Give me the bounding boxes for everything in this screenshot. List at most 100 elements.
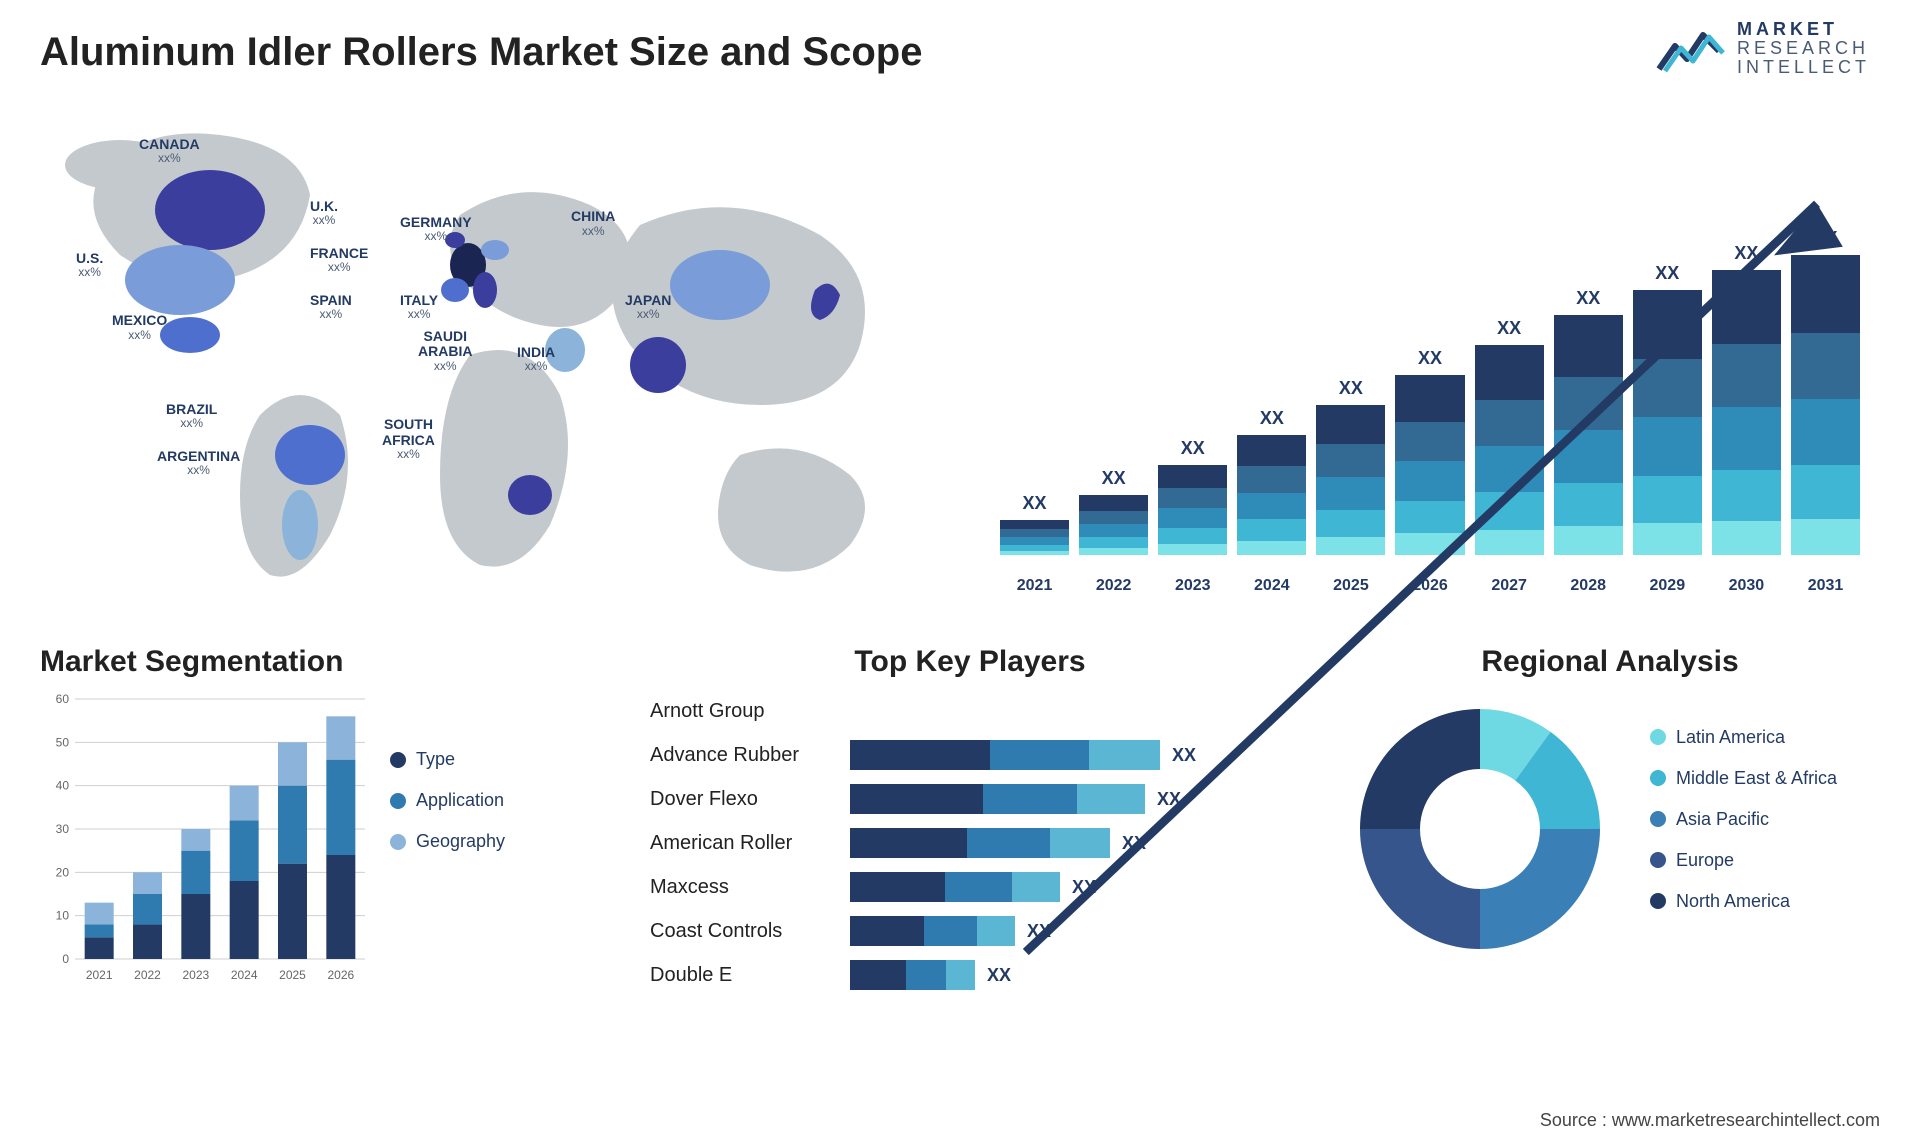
player-bar-segment: [1012, 872, 1060, 902]
growth-bar-value-label: XX: [1339, 378, 1363, 399]
map-label: JAPANxx%: [625, 293, 671, 322]
growth-bar-col: XX: [1554, 288, 1623, 555]
growth-bar-segment: [1554, 315, 1623, 377]
map-label: MEXICOxx%: [112, 313, 167, 342]
map-label: SPAINxx%: [310, 293, 352, 322]
svg-text:2022: 2022: [134, 968, 161, 982]
svg-text:60: 60: [56, 692, 70, 706]
player-bar-segment: [1089, 740, 1160, 770]
growth-bar-segment: [1000, 520, 1069, 529]
player-bar-segment: [946, 960, 975, 990]
regional-title: Regional Analysis: [1340, 645, 1880, 679]
map-label: FRANCExx%: [310, 246, 368, 275]
player-name: Double E: [650, 964, 850, 987]
logo-line3: INTELLECT: [1737, 58, 1870, 77]
page-title: Aluminum Idler Rollers Market Size and S…: [40, 30, 1880, 75]
growth-bar-segment: [1475, 446, 1544, 492]
svg-text:2023: 2023: [182, 968, 209, 982]
svg-text:30: 30: [56, 822, 70, 836]
growth-bar-segment: [1158, 488, 1227, 508]
growth-bar-col: XX: [1158, 438, 1227, 555]
map-label: SAUDIARABIAxx%: [418, 329, 472, 373]
growth-bar-segment: [1791, 333, 1860, 399]
player-row: Dover FlexoXX: [650, 777, 1290, 821]
legend-dot-icon: [1650, 852, 1666, 868]
legend-dot-icon: [390, 752, 406, 768]
growth-bar-segment: [1475, 345, 1544, 400]
player-bar: [850, 828, 1110, 858]
growth-bar-segment: [1712, 521, 1781, 555]
growth-bar-segment: [1633, 417, 1702, 475]
growth-bar-segment: [1554, 430, 1623, 483]
growth-bar-segment: [1079, 524, 1148, 537]
growth-bar-segment: [1395, 533, 1464, 555]
map-label: ARGENTINAxx%: [157, 449, 240, 478]
legend-label: North America: [1676, 891, 1790, 912]
growth-bar-value-label: XX: [1418, 348, 1442, 369]
regional-donut-chart: [1340, 689, 1620, 969]
growth-bar-segment: [1791, 465, 1860, 519]
donut-slice: [1360, 709, 1480, 829]
growth-bar-col: XX: [1791, 228, 1860, 555]
growth-bar-segment: [1316, 444, 1385, 477]
growth-bar-segment: [1395, 422, 1464, 462]
growth-bar-segment: [1158, 465, 1227, 488]
segmentation-bar-segment: [133, 894, 162, 924]
player-value-label: XX: [1172, 745, 1196, 766]
regional-panel: Regional Analysis Latin AmericaMiddle Ea…: [1340, 645, 1880, 1065]
player-bar-segment: [850, 784, 983, 814]
growth-bar-col: XX: [1316, 378, 1385, 555]
segmentation-bar-segment: [181, 894, 210, 959]
segmentation-title: Market Segmentation: [40, 645, 600, 679]
donut-slice: [1480, 829, 1600, 949]
segmentation-bar-segment: [326, 855, 355, 959]
legend-label: Type: [416, 749, 455, 770]
growth-x-tick: 2022: [1079, 577, 1148, 595]
svg-text:40: 40: [56, 779, 70, 793]
player-bar-segment: [850, 916, 924, 946]
segmentation-bar-segment: [278, 786, 307, 864]
map-label: ITALYxx%: [400, 293, 438, 322]
map-label: INDIAxx%: [517, 345, 555, 374]
segmentation-bar-segment: [85, 903, 114, 925]
growth-bar-col: XX: [1000, 493, 1069, 555]
segmentation-bar-segment: [326, 760, 355, 855]
growth-bar-segment: [1000, 529, 1069, 537]
growth-bar-segment: [1475, 530, 1544, 555]
segmentation-legend-item: Type: [390, 749, 600, 770]
growth-bar-segment: [1712, 470, 1781, 521]
player-row: Arnott Group: [650, 689, 1290, 733]
growth-bar-value-label: XX: [1576, 288, 1600, 309]
growth-bar-segment: [1395, 461, 1464, 501]
legend-label: Europe: [1676, 850, 1734, 871]
player-name: Maxcess: [650, 876, 850, 899]
growth-bar-segment: [1079, 495, 1148, 511]
growth-bar-segment: [1000, 551, 1069, 555]
growth-x-tick: 2030: [1712, 577, 1781, 595]
player-name: American Roller: [650, 832, 850, 855]
segmentation-bar-segment: [230, 786, 259, 821]
growth-bar-col: XX: [1633, 263, 1702, 555]
player-row: MaxcessXX: [650, 865, 1290, 909]
growth-x-tick: 2031: [1791, 577, 1860, 595]
growth-bar-value-label: XX: [1260, 408, 1284, 429]
legend-label: Geography: [416, 831, 505, 852]
growth-bar-col: XX: [1475, 318, 1544, 555]
segmentation-bar-segment: [181, 851, 210, 894]
legend-label: Latin America: [1676, 727, 1785, 748]
logo-mark-icon: [1655, 21, 1725, 76]
player-bar-segment: [906, 960, 946, 990]
svg-text:2026: 2026: [327, 968, 354, 982]
regional-legend-item: North America: [1650, 891, 1837, 912]
segmentation-bar-segment: [278, 864, 307, 959]
regional-legend-item: Asia Pacific: [1650, 809, 1837, 830]
segmentation-bar-segment: [85, 924, 114, 937]
player-bar-segment: [850, 960, 906, 990]
svg-text:10: 10: [56, 909, 70, 923]
growth-x-tick: 2028: [1554, 577, 1623, 595]
growth-bar-segment: [1316, 537, 1385, 555]
growth-bar-segment: [1079, 511, 1148, 524]
player-name: Coast Controls: [650, 920, 850, 943]
growth-x-tick: 2021: [1000, 577, 1069, 595]
growth-bar-col: XX: [1712, 243, 1781, 555]
